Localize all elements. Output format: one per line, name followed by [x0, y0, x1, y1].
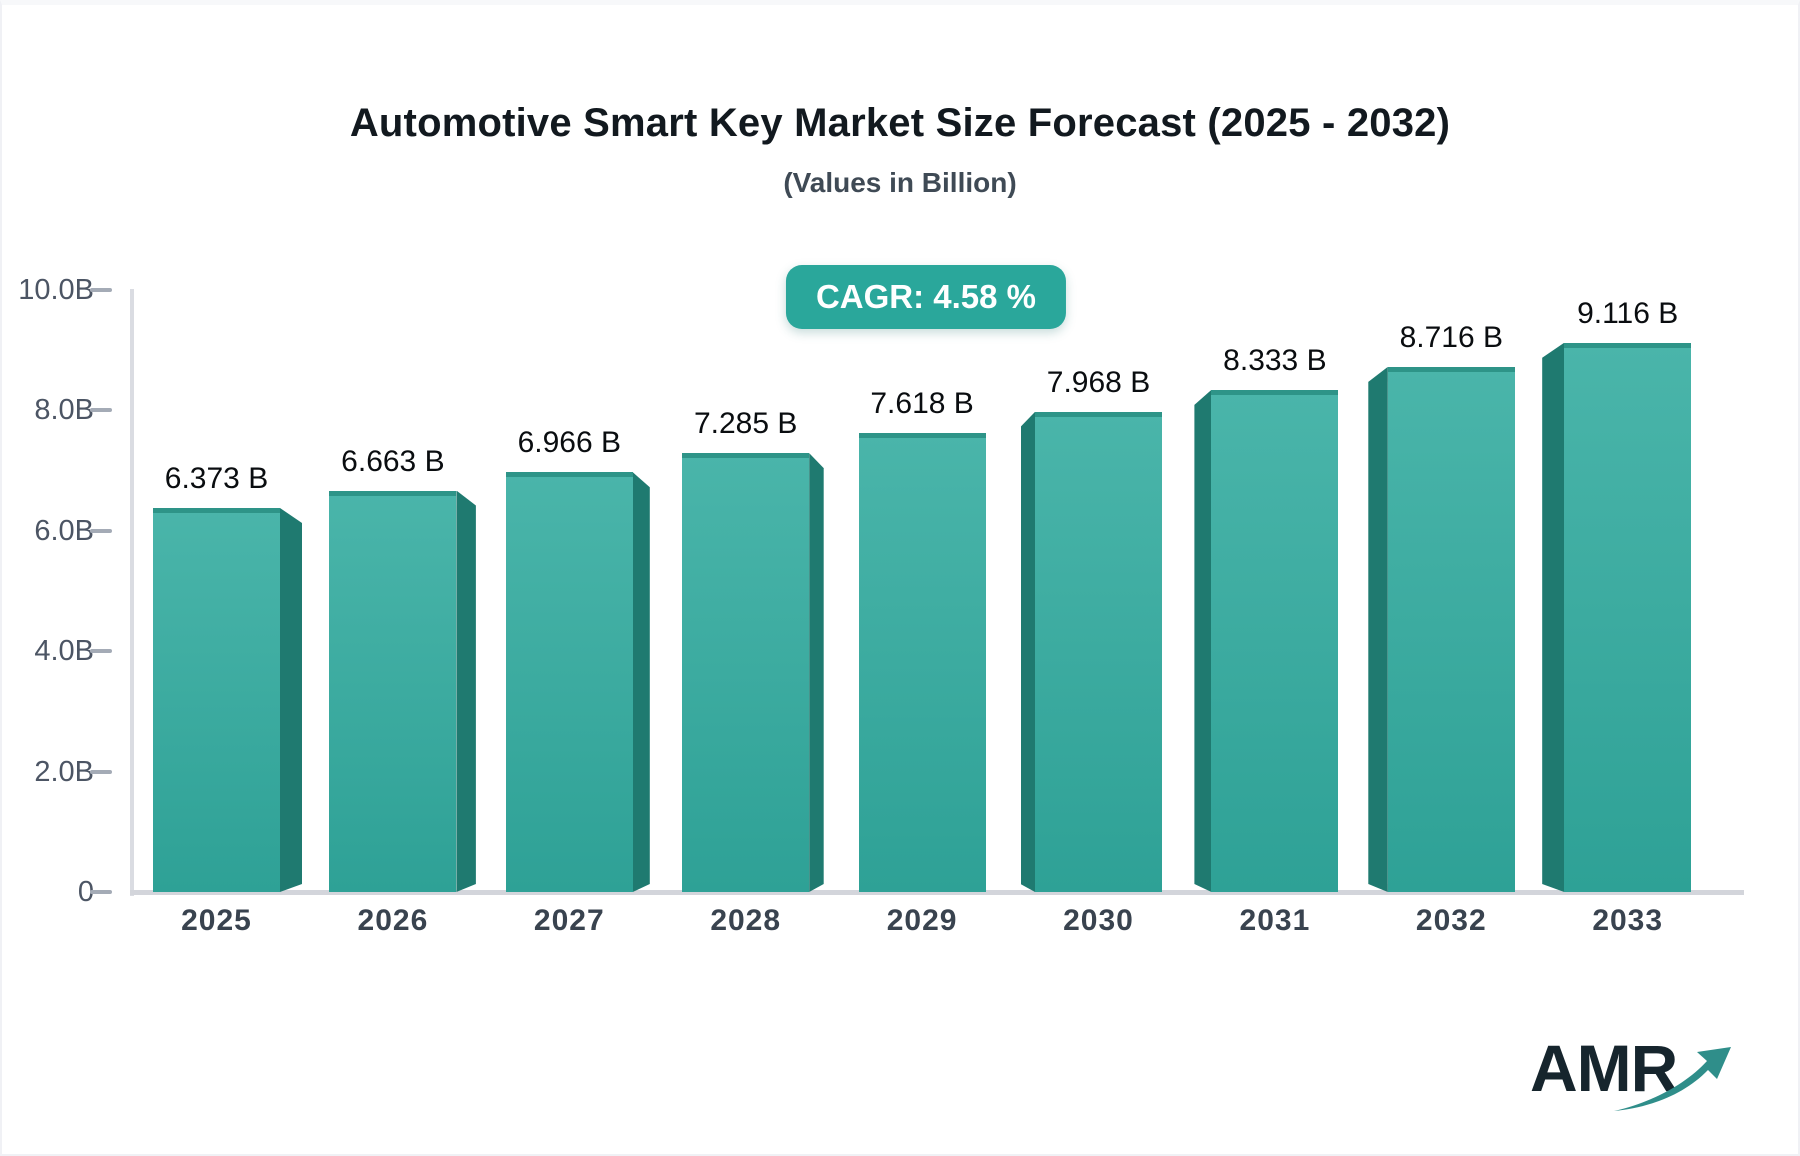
bar	[1387, 366, 1515, 892]
bar-top-edge	[1387, 366, 1515, 372]
y-axis-tick-mark	[90, 287, 112, 292]
bar	[858, 433, 986, 892]
y-axis-line	[130, 288, 134, 896]
y-axis-tick-label: 10.0B	[18, 273, 94, 306]
x-axis-tick-label: 2028	[710, 904, 782, 937]
chart-subtitle: (Values in Billion)	[783, 167, 1017, 198]
y-axis-tick-label: 0	[77, 876, 94, 908]
y-axis-tick-label: 2.0B	[34, 755, 94, 788]
bar	[1211, 389, 1339, 892]
bar-3d-side	[633, 472, 650, 892]
bar-value-label: 6.663 B	[341, 444, 445, 478]
cagr-badge: CAGR: 4.58 %	[785, 265, 1067, 329]
bar-value-label: 7.285 B	[693, 407, 798, 441]
amr-logo: AMR	[1522, 1035, 1742, 1125]
y-axis-tick-mark	[90, 890, 112, 894]
x-axis-tick-label: 2030	[1063, 904, 1134, 937]
x-axis-tick-label: 2031	[1239, 904, 1311, 937]
bar-3d-side	[456, 491, 476, 892]
bar-top-edge	[1211, 389, 1339, 395]
bar-value-label: 6.373 B	[164, 462, 269, 496]
bar-top-edge	[1035, 411, 1162, 417]
bar	[329, 490, 457, 892]
amr-logo-text: AMR	[1530, 1031, 1678, 1105]
growth-arrow-path	[1614, 1047, 1731, 1111]
x-axis-baseline	[130, 890, 1744, 895]
bar-value-label: 7.968 B	[1046, 365, 1151, 399]
bar-top-edge	[329, 490, 457, 496]
bar-3d-side	[1542, 343, 1564, 892]
x-axis-tick-label: 2029	[886, 904, 958, 937]
bar-top-edge	[153, 508, 280, 514]
x-axis-tick-label: 2033	[1592, 904, 1664, 937]
x-axis-tick-label: 2026	[357, 904, 429, 937]
x-axis-tick-label: 2032	[1415, 904, 1487, 937]
bar-3d-side	[1194, 390, 1211, 892]
bar-value-label: 6.966 B	[517, 426, 621, 460]
bar-value-label: 9.116 B	[1577, 296, 1679, 330]
plot-area: 10.0B 8.0B 6.0B 4.0B 2.0B 0 6.373 B 2025 6.663 B…	[2, 5, 1798, 1154]
bar-top-edge	[682, 453, 810, 459]
bar-top-edge	[858, 433, 986, 438]
bar-3d-side	[1021, 412, 1036, 892]
growth-arrow-icon	[1614, 1047, 1731, 1111]
bar-value-label: 7.618 B	[870, 387, 974, 420]
bar-3d-side	[809, 453, 824, 892]
bar-3d-side	[280, 508, 302, 892]
bar	[1035, 411, 1162, 892]
y-axis-tick-label: 8.0B	[34, 394, 94, 426]
y-axis-tick-label: 6.0B	[34, 514, 94, 547]
x-axis-tick-label: 2025	[181, 904, 252, 937]
y-axis-tick-mark	[90, 769, 112, 774]
x-axis-tick-label: 2027	[533, 904, 605, 937]
bar-value-label: 8.333 B	[1223, 343, 1327, 377]
bar	[682, 453, 810, 892]
bar-value-label: 8.716 B	[1399, 320, 1503, 354]
bar-top-edge	[1564, 342, 1692, 348]
bar	[505, 472, 633, 892]
chart-title: Automotive Smart Key Market Size Forecas…	[349, 101, 1451, 145]
bar-top-edge	[505, 472, 633, 478]
bar	[153, 508, 280, 892]
y-axis-tick-mark	[90, 408, 112, 412]
y-axis-tick-label: 4.0B	[34, 635, 94, 667]
y-axis-tick-mark	[90, 528, 112, 533]
bar-3d-side	[1368, 367, 1388, 892]
y-axis-tick-mark	[90, 649, 112, 653]
bar	[1564, 342, 1692, 892]
